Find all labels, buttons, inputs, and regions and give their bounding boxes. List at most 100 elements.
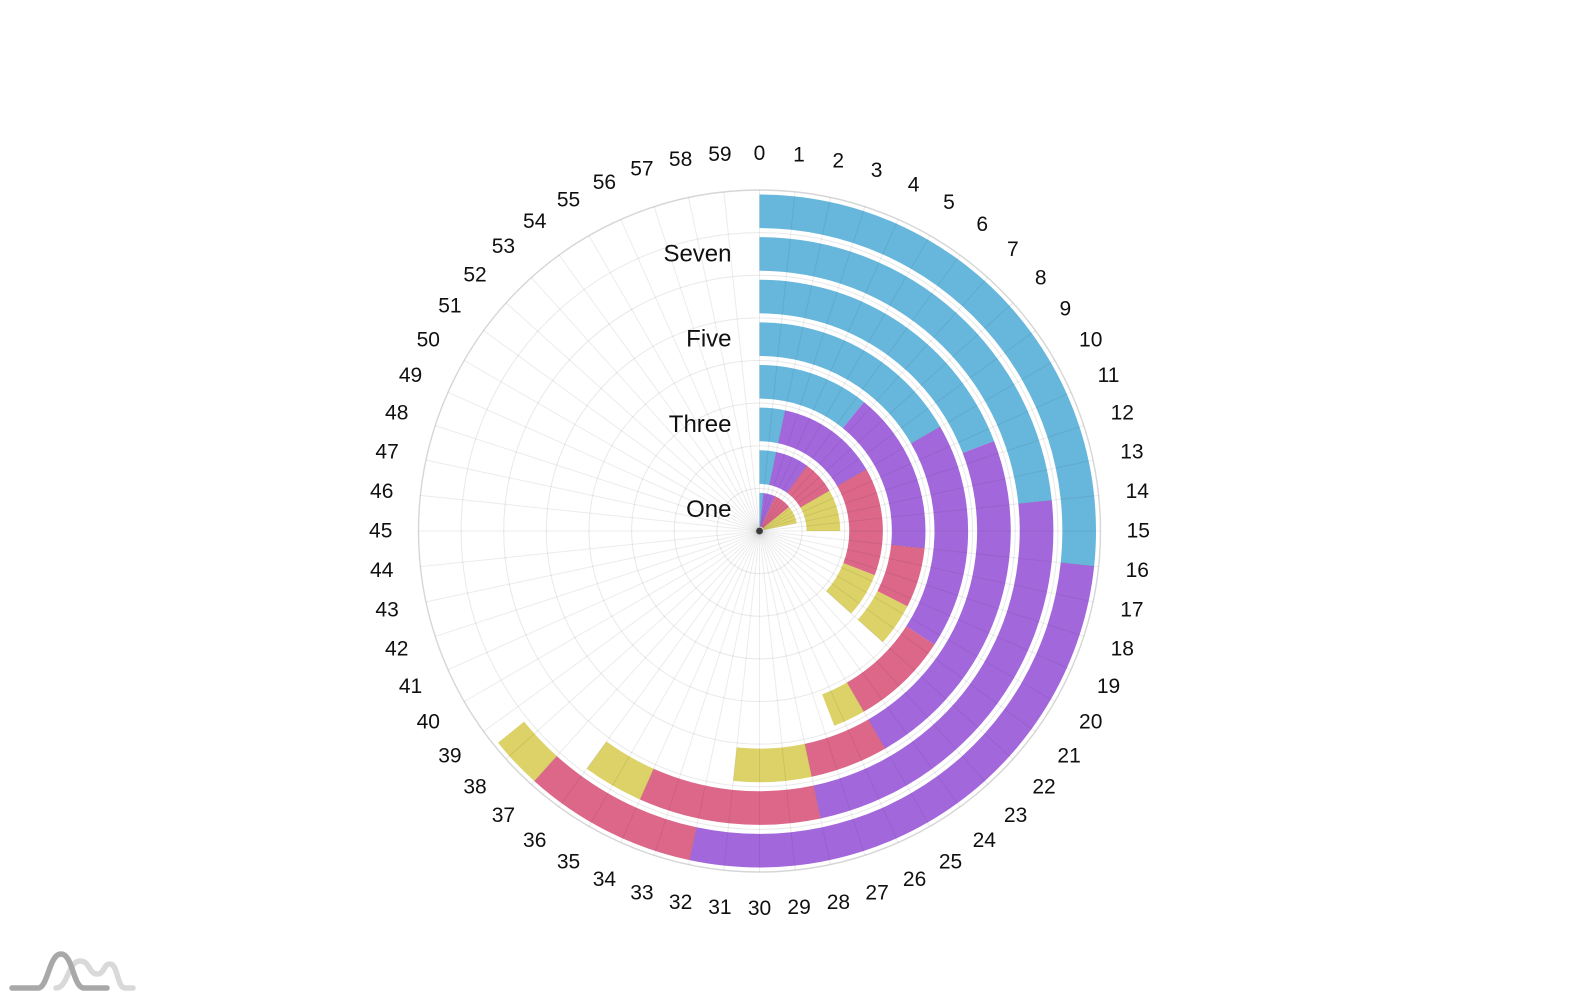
radial-gridline [761, 494, 1099, 532]
radial-gridline [420, 530, 758, 568]
bar-segment-four-series2[interactable] [842, 401, 926, 549]
bar-segment-one-series2[interactable] [759, 493, 776, 527]
bar-segment-one-series3[interactable] [761, 496, 790, 529]
angle-tick-label-15: 15 [1127, 520, 1150, 543]
angle-tick-label-41: 41 [399, 675, 422, 698]
bar-segment-five-series1[interactable] [759, 322, 941, 444]
radial-gridline [420, 494, 758, 532]
bar-segment-six-series1[interactable] [759, 279, 995, 454]
ring-gridline [503, 274, 1016, 788]
angle-tick-label-19: 19 [1097, 675, 1120, 698]
angle-tick-label-42: 42 [385, 637, 408, 660]
angle-tick-label-51: 51 [438, 295, 461, 318]
bar-segment-two-series3[interactable] [787, 465, 830, 508]
ring-gridline [588, 360, 931, 702]
angle-tick-label-54: 54 [523, 210, 547, 233]
center-dot [756, 527, 763, 535]
ring-gridline [631, 402, 888, 660]
bar-segment-four-series3[interactable] [877, 544, 925, 607]
radial-gridline [761, 531, 1056, 702]
angle-tick-label-6: 6 [976, 213, 988, 236]
radial-gridline [558, 254, 759, 530]
angle-tick-label-16: 16 [1126, 559, 1149, 582]
angle-tick-label-52: 52 [463, 263, 486, 286]
bar-segment-seven-series3[interactable] [639, 768, 821, 825]
bar-segment-two-series4[interactable] [800, 490, 841, 531]
bar-segment-three-series1[interactable] [759, 407, 786, 444]
bar-segment-five-series3[interactable] [847, 626, 935, 712]
radial-gridline [760, 532, 931, 827]
bar-segment-seven-series2[interactable] [813, 500, 1054, 819]
bar-segment-four-series4[interactable] [857, 591, 908, 643]
angle-tick-label-48: 48 [385, 402, 408, 425]
radial-gridline [723, 533, 760, 871]
radial-gridline [761, 391, 1072, 531]
angle-tick-label-11: 11 [1098, 364, 1120, 387]
radial-gridline [760, 533, 899, 843]
angle-tick-label-47: 47 [375, 440, 398, 463]
angle-tick-label-45: 45 [369, 520, 392, 543]
angle-tick-label-9: 9 [1059, 297, 1071, 320]
radial-gridline [761, 360, 1056, 531]
bar-segment-one-series1[interactable] [759, 492, 764, 527]
category-label-one: One [686, 496, 731, 523]
radial-gridline [435, 531, 758, 637]
radial-gridline [505, 302, 758, 530]
bar-segment-eight-series1[interactable] [759, 194, 1097, 567]
bar-segment-three-series4[interactable] [826, 563, 875, 614]
radial-gridline [653, 533, 760, 856]
bar-segment-eight-series4[interactable] [497, 721, 557, 782]
radial-gridline [760, 219, 899, 529]
bar-segment-two-series2[interactable] [769, 452, 807, 493]
angle-tick-label-55: 55 [557, 189, 580, 212]
angle-tick-label-49: 49 [399, 364, 422, 387]
logo-wave-dark [9, 951, 110, 991]
bar-segment-five-series4[interactable] [822, 682, 864, 726]
angle-tick-label-10: 10 [1079, 328, 1102, 351]
bar-segment-three-series2[interactable] [778, 410, 867, 487]
amcharts-logo-icon[interactable] [6, 942, 138, 998]
bar-segment-eight-series3[interactable] [534, 756, 697, 861]
radial-gridline [425, 459, 758, 531]
bar-segment-eight-series2[interactable] [689, 562, 1095, 868]
angle-tick-label-31: 31 [708, 896, 731, 919]
bar-segment-one-series4[interactable] [763, 507, 797, 531]
bar-segment-seven-series1[interactable] [759, 237, 1052, 504]
angle-tick-label-24: 24 [973, 829, 997, 852]
radial-gridline [759, 533, 831, 865]
angle-tick-label-7: 7 [1007, 238, 1019, 261]
angle-tick-label-18: 18 [1111, 637, 1134, 660]
bar-segment-two-series1[interactable] [759, 450, 777, 485]
radial-gridline [759, 197, 831, 529]
angle-tick-label-29: 29 [787, 896, 810, 919]
angle-tick-label-43: 43 [375, 599, 398, 622]
angle-tick-label-14: 14 [1126, 480, 1150, 503]
bar-segment-four-series1[interactable] [759, 365, 864, 429]
radial-gridline [588, 532, 759, 827]
radial-gridline [558, 532, 759, 808]
radial-gridline [483, 330, 758, 530]
angle-tick-label-44: 44 [370, 559, 394, 582]
angle-tick-label-58: 58 [669, 148, 692, 171]
logo-wave-light [53, 958, 136, 991]
bar-segment-six-series3[interactable] [804, 719, 886, 777]
angle-tick-label-2: 2 [832, 149, 844, 172]
angle-tick-label-3: 3 [871, 159, 883, 182]
radial-gridline [761, 330, 1036, 530]
bar-segment-five-series2[interactable] [906, 426, 969, 645]
bar-segment-three-series3[interactable] [837, 469, 883, 576]
radial-gridline [761, 532, 1036, 732]
angle-tick-label-1: 1 [793, 144, 805, 167]
angle-tick-label-8: 8 [1035, 266, 1047, 289]
bar-segment-six-series2[interactable] [868, 440, 1011, 749]
angle-tick-label-32: 32 [669, 891, 692, 914]
angle-tick-label-13: 13 [1120, 440, 1143, 463]
radial-gridline [723, 191, 760, 529]
angle-tick-label-53: 53 [492, 235, 515, 258]
radial-gridline [530, 532, 759, 785]
bar-segment-seven-series4[interactable] [586, 741, 654, 800]
bar-segment-six-series4[interactable] [733, 743, 812, 783]
angle-tick-label-57: 57 [630, 158, 653, 181]
radial-gridline [760, 235, 931, 530]
